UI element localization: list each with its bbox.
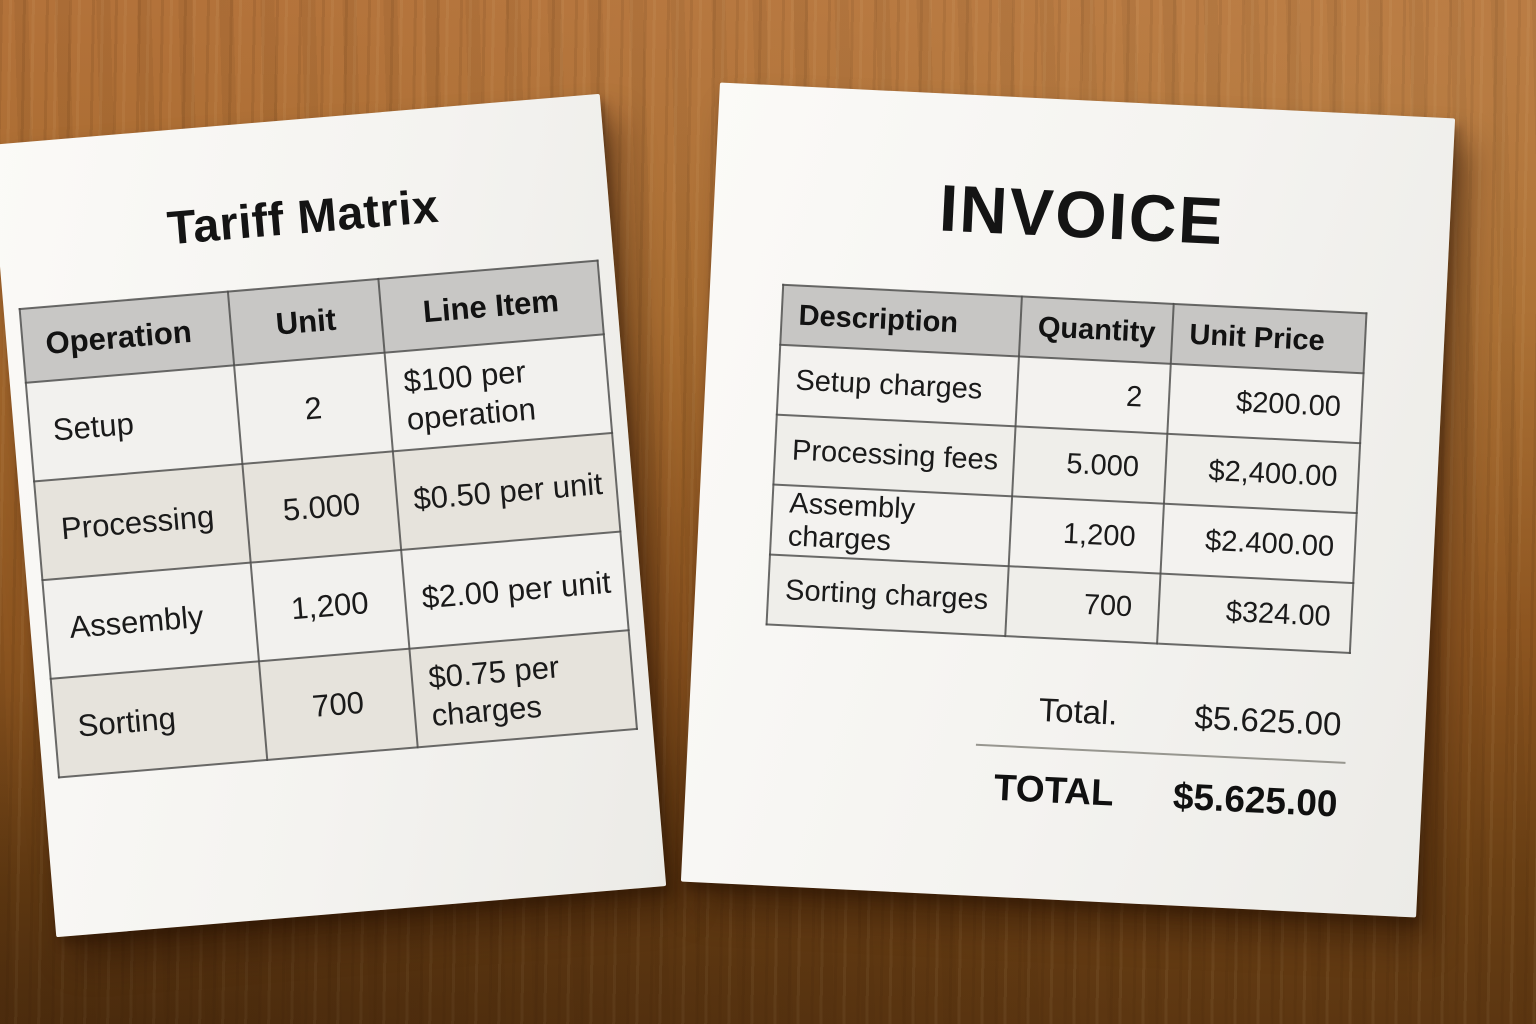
- description-cell: Assembly charges: [769, 484, 1013, 567]
- grand-total-row: TOTAL $5.625.00: [685, 752, 1344, 826]
- quantity-cell: 2: [1015, 356, 1172, 434]
- subtotal-row: Total. $5.625.00: [689, 674, 1348, 744]
- tariff-sheet-title: Tariff Matrix: [165, 178, 441, 255]
- subtotal-value: $5.625.00: [1193, 698, 1343, 743]
- unit-cell: 5.000: [242, 451, 401, 563]
- totals-divider: [975, 743, 1346, 764]
- operation-cell: Sorting: [50, 661, 268, 778]
- operation-cell: Processing: [34, 464, 251, 581]
- quantity-cell: 1,200: [1009, 496, 1165, 574]
- line-item-cell: $100 per operation: [384, 334, 613, 452]
- operation-cell: Setup: [25, 365, 243, 482]
- unit-price-cell: $200.00: [1167, 363, 1364, 444]
- subtotal-label: Total.: [1037, 690, 1119, 732]
- line-item-cell: $0.75 per charges: [409, 630, 637, 748]
- description-cell: Processing fees: [773, 414, 1016, 497]
- tariff-sheet-paper: Tariff Matrix Operation Unit Line Item S…: [0, 93, 667, 938]
- operation-cell: Assembly: [42, 562, 259, 679]
- description-cell: Sorting charges: [766, 554, 1010, 637]
- tariff-col-unit: Unit: [227, 278, 385, 366]
- tariff-table: Operation Unit Line Item Setup 2 $100 pe…: [19, 259, 638, 778]
- quantity-cell: 5.000: [1012, 426, 1168, 504]
- grand-total-value: $5.625.00: [1172, 775, 1339, 825]
- unit-cell: 700: [258, 648, 418, 760]
- quantity-cell: 700: [1005, 566, 1161, 644]
- invoice-totals: Total. $5.625.00 TOTAL $5.625.00: [685, 674, 1348, 826]
- invoice-paper: INVOICE Description Quantity Unit Price …: [680, 82, 1456, 918]
- line-item-cell: $0.50 per unit: [392, 432, 621, 551]
- unit-price-cell: $2,400.00: [1164, 433, 1361, 514]
- invoice-col-quantity: Quantity: [1019, 296, 1174, 364]
- grand-total-label: TOTAL: [992, 766, 1115, 814]
- unit-cell: 2: [233, 352, 393, 465]
- invoice-col-unit-price: Unit Price: [1171, 303, 1367, 374]
- unit-price-cell: $324.00: [1157, 573, 1354, 653]
- description-cell: Setup charges: [776, 344, 1020, 427]
- unit-price-cell: $2.400.00: [1160, 503, 1357, 584]
- unit-cell: 1,200: [250, 550, 410, 662]
- invoice-title: INVOICE: [937, 170, 1227, 259]
- invoice-table: Description Quantity Unit Price Setup ch…: [766, 284, 1368, 654]
- line-item-cell: $2.00 per unit: [400, 531, 629, 649]
